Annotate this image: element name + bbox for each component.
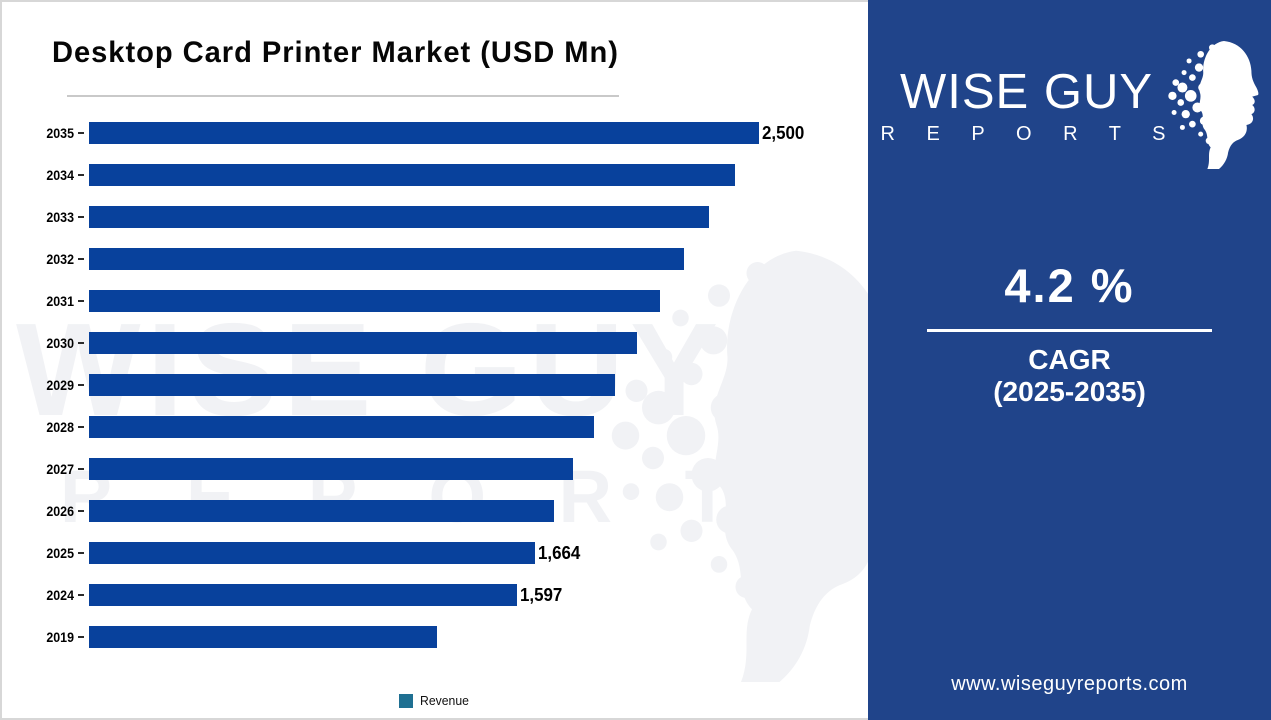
- legend-revenue-swatch: [399, 693, 414, 708]
- cagr-block: 4.2 % CAGR (2025-2035): [868, 258, 1271, 408]
- axis-tick-mark: [78, 132, 84, 134]
- revenue-bar: [89, 626, 437, 648]
- axis-tick-mark: [78, 426, 84, 428]
- chart-title: Desktop Card Printer Market (USD Mn): [52, 36, 619, 69]
- revenue-bar: [89, 122, 759, 144]
- title-divider: [67, 95, 619, 97]
- bar-row: 2024 1,597: [2, 574, 868, 616]
- bar-value-label: 1,664: [538, 542, 581, 563]
- y-axis-tick-label: 2029: [46, 377, 74, 393]
- axis-tick-mark: [78, 384, 84, 386]
- y-axis-tick-label: 2027: [46, 461, 74, 477]
- revenue-bar: [89, 290, 660, 312]
- bar-row: 2025 1,664: [2, 532, 868, 574]
- bar-row: 2027: [2, 448, 868, 490]
- axis-tick-mark: [78, 552, 84, 554]
- brand-head-silhouette-icon: [1164, 36, 1264, 169]
- axis-tick-mark: [78, 594, 84, 596]
- brand-logo: WISE GUY R E P O R T S: [868, 36, 1271, 169]
- bar-row: 2034: [2, 154, 868, 196]
- chart-legend: Revenue: [2, 693, 868, 708]
- y-axis-tick-label: 2025: [46, 545, 74, 561]
- axis-tick-mark: [78, 342, 84, 344]
- axis-tick-mark: [78, 510, 84, 512]
- y-axis-tick-label: 2032: [46, 251, 74, 267]
- bar-row: 2028: [2, 406, 868, 448]
- y-axis-tick-label: 2030: [46, 335, 74, 351]
- bar-value-label: 1,597: [520, 584, 563, 605]
- brand-reports: R E P O R T S: [880, 123, 1179, 145]
- revenue-bar: [89, 500, 554, 522]
- bar-row: 2031: [2, 280, 868, 322]
- revenue-bar: [89, 458, 573, 480]
- y-axis-tick-label: 2019: [46, 629, 74, 645]
- bar-row: 2029: [2, 364, 868, 406]
- revenue-bar: [89, 584, 517, 606]
- cagr-divider: [927, 329, 1212, 332]
- revenue-bar: [89, 164, 735, 186]
- y-axis-tick-label: 2024: [46, 587, 74, 603]
- side-panel: WISE GUY R E P O R T S 4.2 % CAGR (2025-…: [868, 0, 1271, 720]
- y-axis-tick-label: 2031: [46, 293, 74, 309]
- axis-tick-mark: [78, 468, 84, 470]
- revenue-bar: [89, 542, 535, 564]
- website-url: www.wiseguyreports.com: [951, 673, 1188, 695]
- revenue-bar: [89, 332, 637, 354]
- bar-value-label: 2,500: [762, 122, 805, 143]
- bar-row: 2030: [2, 322, 868, 364]
- bar-row: 2033: [2, 196, 868, 238]
- y-axis-tick-label: 2028: [46, 419, 74, 435]
- legend-revenue-label: Revenue: [420, 693, 470, 708]
- cagr-range: (2025-2035): [993, 376, 1146, 408]
- bar-row: 2019: [2, 616, 868, 658]
- axis-tick-mark: [78, 636, 84, 638]
- axis-tick-mark: [78, 300, 84, 302]
- revenue-bar: [89, 206, 709, 228]
- bar-row: 2035 2,500: [2, 112, 868, 154]
- y-axis-tick-label: 2034: [46, 167, 74, 183]
- cagr-label: CAGR: [1028, 344, 1111, 375]
- revenue-bar: [89, 374, 615, 396]
- axis-tick-mark: [78, 216, 84, 218]
- axis-tick-mark: [78, 174, 84, 176]
- revenue-bar: [89, 416, 594, 438]
- bar-row: 2026: [2, 490, 868, 532]
- brand-text: WISE GUY R E P O R T S: [875, 68, 1179, 146]
- y-axis-tick-label: 2035: [46, 125, 74, 141]
- chart-area: WISE GUY R E P O R T S Desktop Card Prin…: [0, 0, 868, 720]
- axis-tick-mark: [78, 258, 84, 260]
- y-axis-tick-label: 2033: [46, 209, 74, 225]
- cagr-value: 4.2 %: [1004, 259, 1135, 312]
- plot-area: 2035 2,500 2034 2033 2032 2031 2030 2029 2028 202…: [2, 112, 868, 658]
- revenue-bar: [89, 248, 684, 270]
- bar-row: 2032: [2, 238, 868, 280]
- brand-wise-guy: WISE GUY: [899, 65, 1154, 119]
- y-axis-tick-label: 2026: [46, 503, 74, 519]
